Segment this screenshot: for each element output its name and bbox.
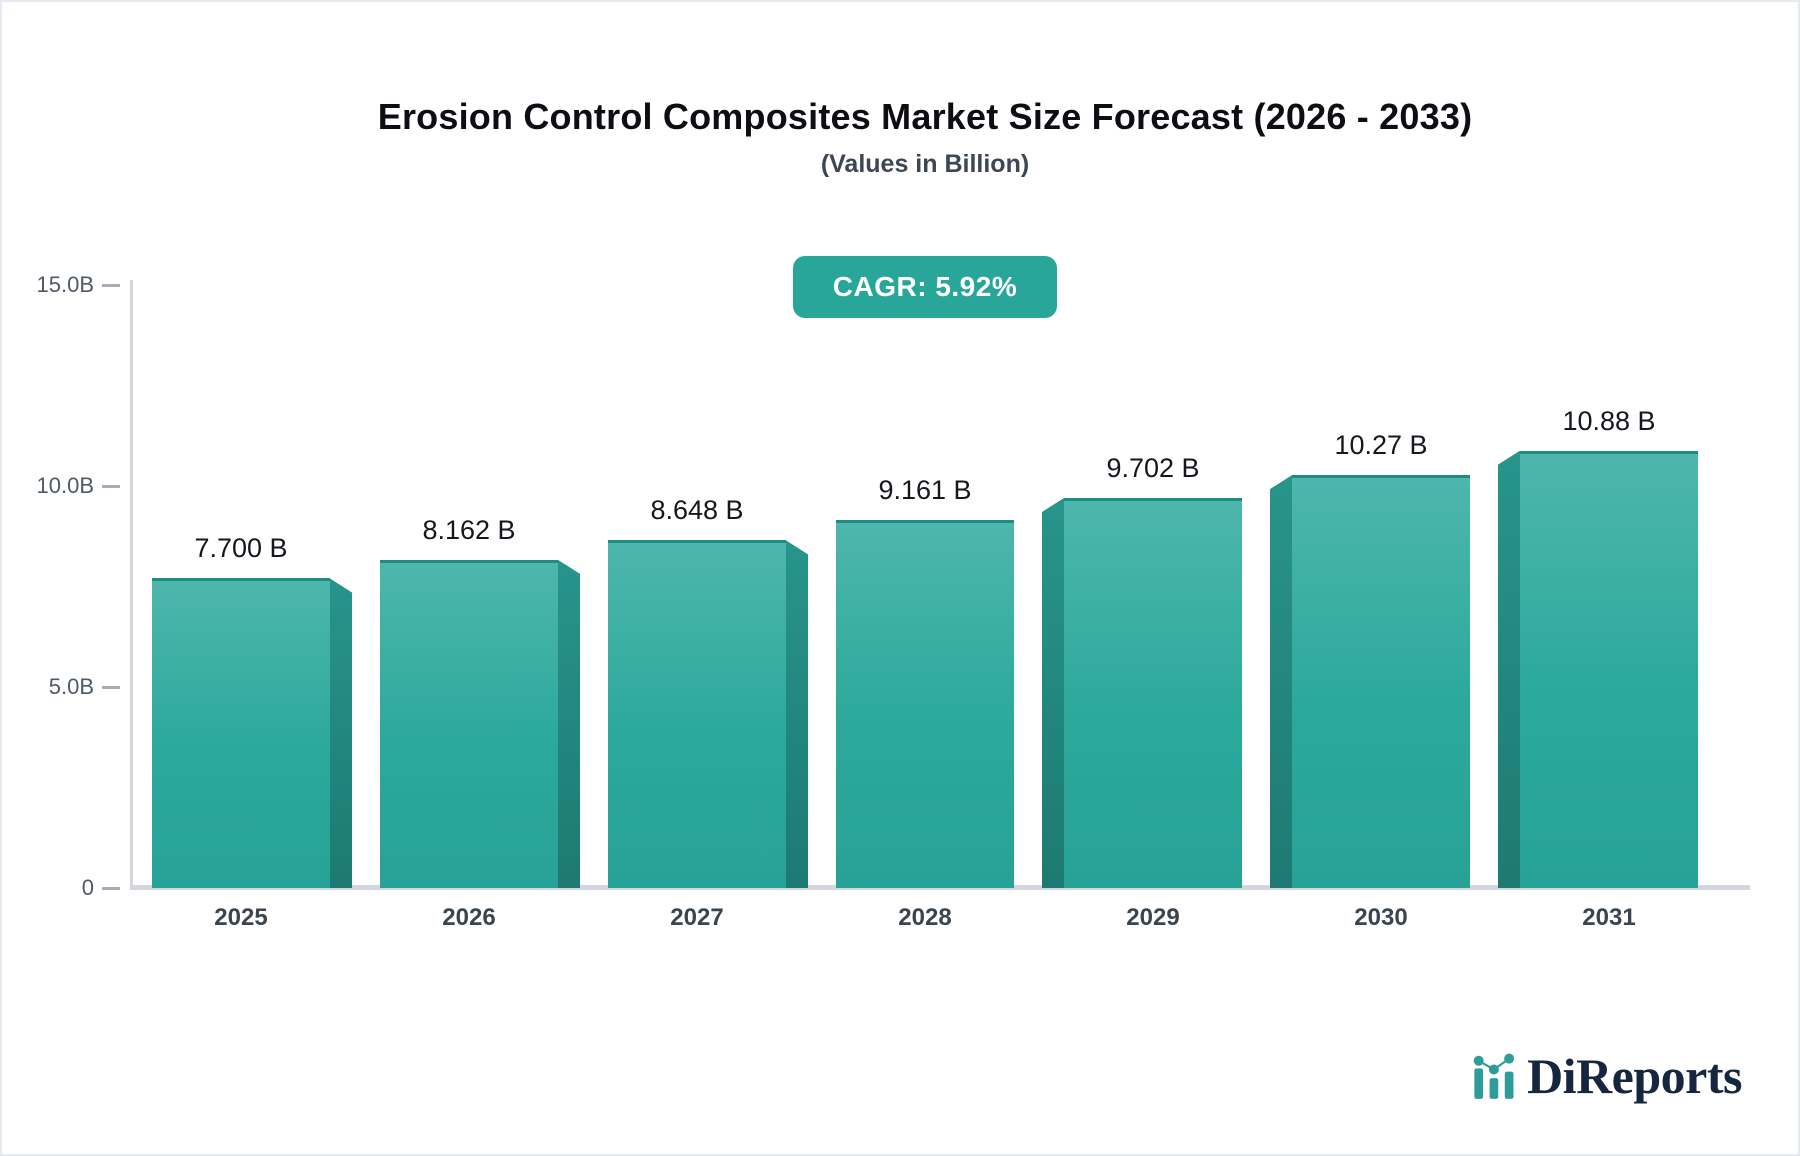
x-axis-category-label: 2025: [214, 904, 268, 931]
bar-value-label: 8.162 B: [422, 514, 516, 545]
brand-logo: DiReports: [1473, 1044, 1742, 1108]
x-axis-category-label: 2028: [898, 904, 952, 931]
y-axis-tick-label: 15.0B: [36, 272, 95, 297]
bar-3d-side: [1042, 497, 1064, 888]
bar-2028[interactable]: [836, 519, 1014, 888]
y-axis-line: [130, 280, 133, 888]
chart-subtitle: (Values in Billion): [820, 150, 1030, 178]
bar-2030[interactable]: [1292, 475, 1470, 888]
x-axis-category-label: 2031: [1582, 904, 1636, 931]
y-axis-tick-mark: [102, 484, 120, 488]
y-axis-tick-mark: [102, 685, 120, 689]
y-axis-tick-mark: [102, 886, 120, 890]
bar-2027[interactable]: [608, 540, 786, 888]
bar-2031[interactable]: [1520, 450, 1698, 888]
bar-value-label: 7.700 B: [194, 533, 288, 564]
bar-2026[interactable]: [380, 559, 558, 888]
x-axis-category-label: 2030: [1354, 904, 1408, 931]
brand-name: DiReports: [1527, 1048, 1742, 1104]
bar-3d-side: [1270, 475, 1292, 888]
bar-value-label: 9.161 B: [878, 474, 972, 505]
bar-value-label: 8.648 B: [650, 495, 744, 526]
y-axis-tick-label: 0: [81, 875, 94, 900]
bar-value-label: 10.88 B: [1562, 405, 1656, 436]
cagr-badge: CAGR: 5.92%: [792, 256, 1058, 318]
bar-3d-side: [1498, 450, 1520, 888]
y-axis-tick-mark: [102, 283, 120, 287]
y-axis-tick-label: 5.0B: [48, 674, 94, 699]
bar-value-label: 9.702 B: [1106, 452, 1200, 483]
bar-3d-side: [330, 578, 352, 888]
mini-bar-chart-icon: [1473, 1053, 1515, 1099]
x-axis-category-label: 2029: [1126, 904, 1180, 931]
x-axis-category-label: 2026: [442, 904, 496, 931]
bar-3d-side: [558, 559, 580, 888]
bar-3d-side: [786, 540, 808, 888]
bar-2029[interactable]: [1064, 497, 1242, 888]
cagr-badge-row: CAGR: 5.92%: [48, 256, 1798, 318]
bar-value-label: 10.27 B: [1334, 430, 1428, 461]
y-axis-tick-label: 10.0B: [36, 473, 95, 498]
x-axis-category-label: 2027: [670, 904, 724, 931]
chart-title: Erosion Control Composites Market Size F…: [377, 96, 1473, 137]
bar-2025[interactable]: [152, 578, 330, 888]
